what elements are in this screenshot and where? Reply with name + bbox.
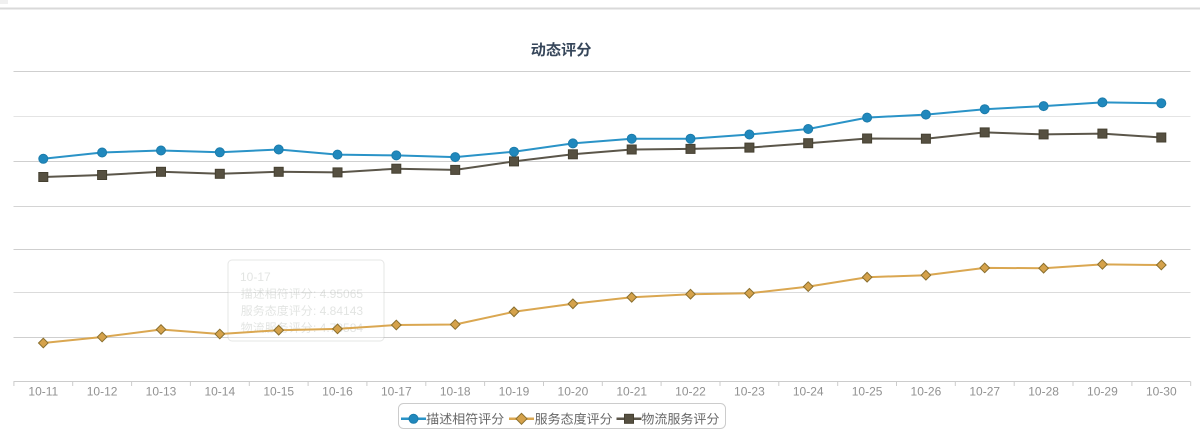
svg-text:10-20: 10-20 bbox=[558, 385, 589, 399]
svg-text:10-21: 10-21 bbox=[616, 385, 647, 399]
svg-text:10-30: 10-30 bbox=[1146, 385, 1177, 399]
svg-text:10-12: 10-12 bbox=[87, 385, 118, 399]
svg-text:10-17: 10-17 bbox=[381, 385, 412, 399]
svg-text:10-29: 10-29 bbox=[1087, 385, 1118, 399]
svg-text:10-17: 10-17 bbox=[240, 270, 271, 284]
svg-text:10-16: 10-16 bbox=[322, 385, 353, 399]
svg-text:10-27: 10-27 bbox=[969, 385, 1000, 399]
svg-text:: 4.84143: : 4.84143 bbox=[313, 304, 363, 318]
svg-text:10-11: 10-11 bbox=[28, 385, 58, 399]
svg-text:10-18: 10-18 bbox=[440, 385, 471, 399]
svg-text:10-14: 10-14 bbox=[204, 385, 235, 399]
svg-text:10-24: 10-24 bbox=[793, 385, 824, 399]
svg-text:: 4.95065: : 4.95065 bbox=[313, 287, 363, 301]
svg-text:10-28: 10-28 bbox=[1028, 385, 1059, 399]
svg-text:10-26: 10-26 bbox=[911, 385, 942, 399]
svg-text:10-19: 10-19 bbox=[499, 385, 530, 399]
svg-text:10-23: 10-23 bbox=[734, 385, 765, 399]
svg-text:10-13: 10-13 bbox=[146, 385, 177, 399]
svg-text:10-22: 10-22 bbox=[675, 385, 706, 399]
svg-text:10-25: 10-25 bbox=[852, 385, 883, 399]
svg-text:10-15: 10-15 bbox=[263, 385, 294, 399]
